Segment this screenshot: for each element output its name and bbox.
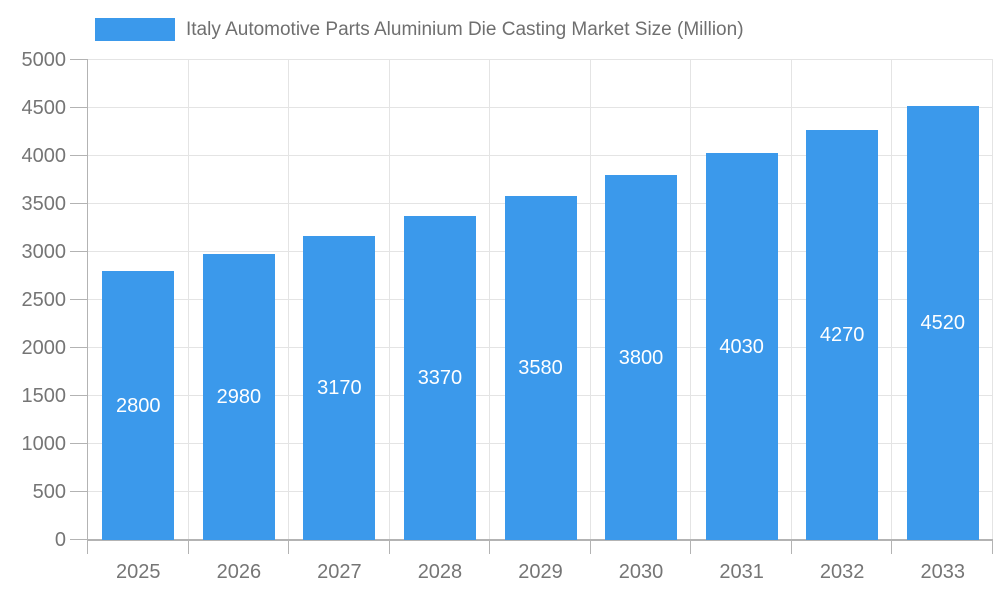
y-axis-tick	[70, 539, 88, 540]
y-axis-line	[87, 60, 88, 540]
y-axis-tick	[70, 203, 88, 204]
bar-value-label: 4520	[920, 312, 965, 335]
y-axis-label: 0	[54, 529, 66, 551]
y-axis-tick	[70, 59, 88, 60]
y-axis-tick	[70, 107, 88, 108]
y-axis-tick	[70, 443, 88, 444]
x-axis-tick	[388, 540, 390, 554]
x-axis-tick	[87, 540, 88, 554]
x-axis-label: 2031	[719, 561, 764, 583]
bar-2026: 2980	[202, 253, 275, 540]
y-axis-tick	[70, 155, 88, 156]
gridline-horizontal	[88, 59, 993, 60]
y-axis-tick	[70, 251, 88, 252]
bar-value-label: 3800	[618, 346, 664, 369]
gridline-vertical	[589, 60, 591, 540]
gridline-vertical	[690, 60, 692, 540]
y-axis-label: 500	[32, 481, 66, 503]
gridline-vertical	[288, 60, 290, 540]
y-axis-label: 3500	[21, 193, 67, 215]
bar-2032: 4270	[806, 130, 879, 540]
x-axis-tick	[589, 540, 591, 554]
bar-2031: 4030	[705, 153, 778, 540]
bar-value-label: 3580	[518, 357, 563, 380]
x-axis-label: 2032	[819, 561, 865, 583]
gridline-vertical	[992, 60, 993, 540]
x-axis-label: 2033	[920, 561, 965, 583]
bar-2030: 3800	[605, 175, 678, 540]
x-axis-tick	[790, 540, 792, 554]
x-axis-label: 2028	[417, 561, 463, 583]
bar-2029: 3580	[504, 196, 577, 540]
y-axis-tick	[70, 491, 88, 492]
y-axis-label: 5000	[21, 49, 67, 71]
legend-label: Italy Automotive Parts Aluminium Die Cas…	[186, 18, 744, 40]
x-axis-tick	[992, 540, 993, 554]
bar-2025: 2800	[102, 271, 175, 540]
y-axis-label: 2500	[21, 289, 67, 311]
gridline-horizontal	[88, 107, 993, 108]
y-axis-label: 3000	[21, 241, 67, 263]
gridline-horizontal	[88, 155, 993, 156]
bar-value-label: 3170	[317, 376, 362, 399]
y-axis-label: 1000	[21, 433, 67, 455]
bar-value-label: 3370	[417, 367, 463, 390]
x-axis-tick	[187, 540, 189, 554]
bar-value-label: 2800	[116, 394, 161, 417]
chart-legend[interactable]: Italy Automotive Parts Aluminium Die Cas…	[95, 18, 744, 41]
x-axis-label: 2025	[116, 561, 161, 583]
bar-value-label: 4030	[719, 335, 764, 358]
bar-value-label: 2980	[216, 385, 262, 408]
x-axis-tick	[891, 540, 893, 554]
x-axis-tick	[489, 540, 491, 554]
x-axis-tick	[690, 540, 692, 554]
bar-2027: 3170	[303, 235, 376, 540]
gridline-vertical	[489, 60, 491, 540]
y-axis-label: 1500	[21, 385, 67, 407]
bar-2028: 3370	[403, 216, 476, 540]
gridline-vertical	[891, 60, 893, 540]
y-axis-label: 2000	[21, 337, 67, 359]
x-axis-line	[87, 539, 993, 541]
x-axis-label: 2027	[317, 561, 362, 583]
x-axis-label: 2030	[618, 561, 664, 583]
y-axis-label: 4000	[21, 145, 67, 167]
x-axis-label: 2026	[216, 561, 262, 583]
x-axis-label: 2029	[518, 561, 563, 583]
y-axis-tick	[70, 299, 88, 300]
y-axis-label: 4500	[21, 97, 67, 119]
y-axis-tick	[70, 347, 88, 348]
y-axis-tick	[70, 395, 88, 396]
bar-2033: 4520	[906, 106, 979, 540]
legend-swatch	[95, 18, 175, 41]
x-axis-tick	[288, 540, 290, 554]
bar-value-label: 4270	[819, 324, 865, 347]
gridline-vertical	[790, 60, 792, 540]
gridline-vertical	[388, 60, 390, 540]
gridline-vertical	[187, 60, 189, 540]
